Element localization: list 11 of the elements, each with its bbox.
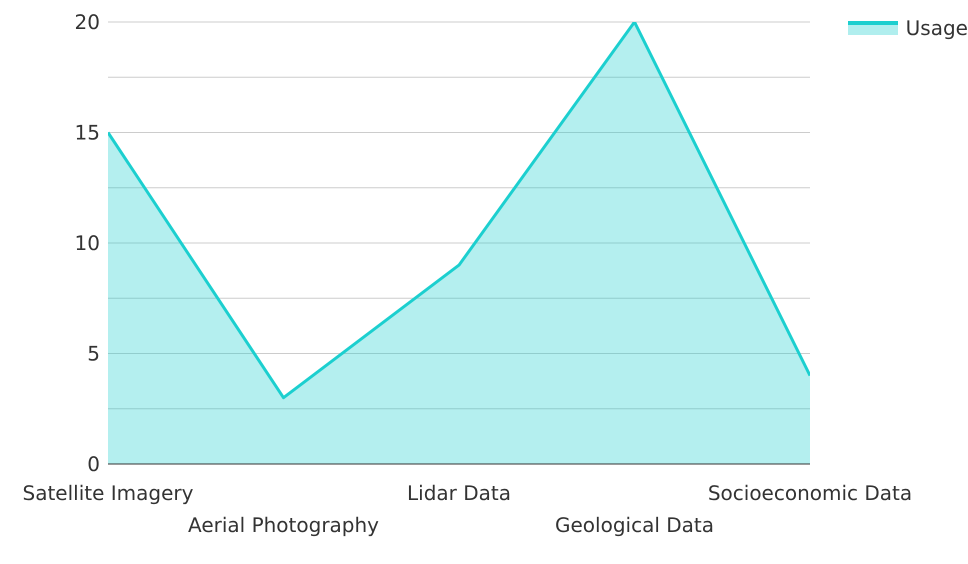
legend-label: Usage — [906, 16, 968, 40]
x-tick-label: Aerial Photography — [188, 513, 380, 537]
y-tick-label: 20 — [74, 10, 100, 34]
x-tick-label: Geological Data — [554, 513, 714, 537]
x-tick-label: Socioeconomic Data — [708, 481, 912, 505]
y-tick-label: 10 — [74, 231, 100, 256]
y-tick-label: 0 — [87, 452, 100, 476]
y-tick-label: 5 — [87, 342, 100, 366]
x-tick-label: Lidar Data — [407, 481, 511, 505]
x-tick-label: Satellite Imagery — [22, 481, 194, 505]
y-tick-label: 15 — [74, 120, 100, 145]
